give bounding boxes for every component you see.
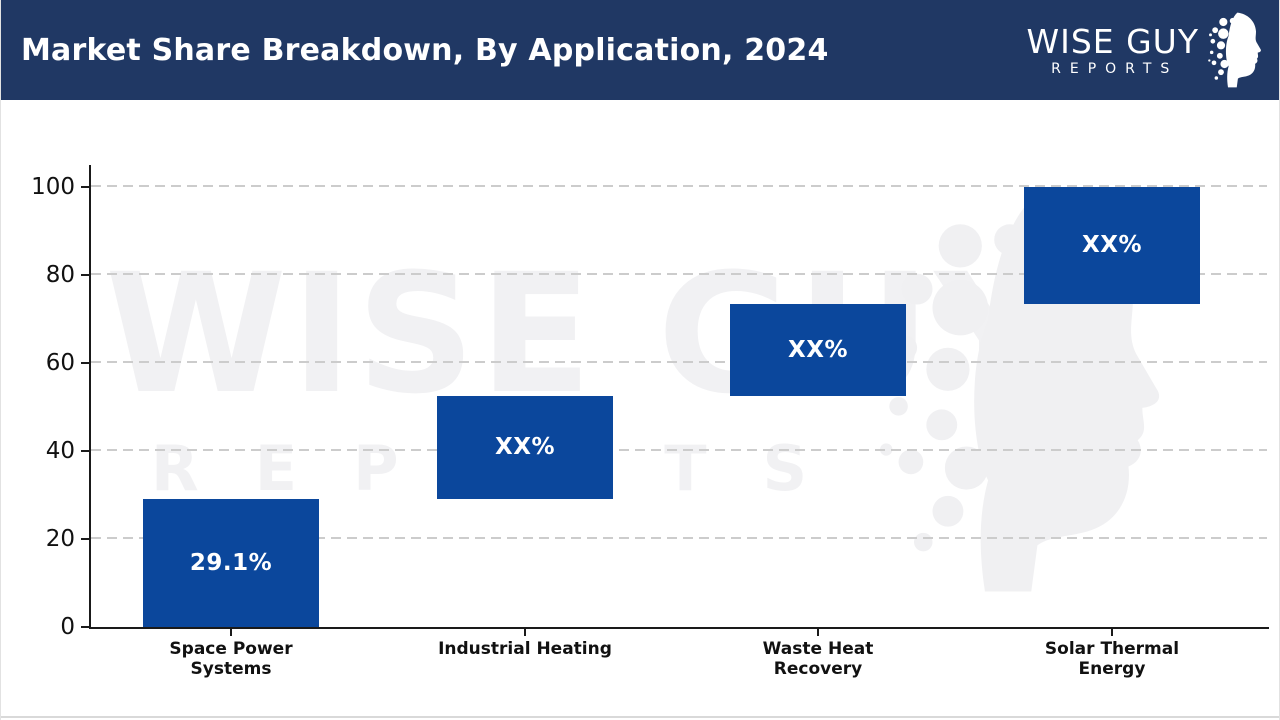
y-tick-label: 0 — [60, 614, 75, 640]
y-tick-mark — [81, 538, 89, 540]
y-tick-mark — [81, 186, 89, 188]
brand-name: WISE GUY — [1026, 21, 1199, 61]
gridline — [91, 361, 1267, 363]
y-tick-mark — [81, 362, 89, 364]
bar-value-label: 29.1% — [189, 549, 273, 576]
chart-header: Market Share Breakdown, By Application, … — [1, 0, 1279, 100]
category-label: Solar Thermal Energy — [1044, 639, 1180, 679]
y-tick-mark — [81, 450, 89, 452]
chart-title: Market Share Breakdown, By Application, … — [21, 32, 829, 68]
y-tick-label: 80 — [45, 262, 75, 288]
y-tick-label: 100 — [31, 174, 75, 200]
category-label: Industrial Heating — [438, 639, 612, 659]
category-label: Waste Heat Recovery — [762, 639, 874, 679]
x-axis-line — [89, 627, 1269, 629]
y-axis-line — [89, 165, 91, 629]
bar-value-label: XX% — [1081, 232, 1142, 259]
category-label: Space Power Systems — [169, 639, 293, 679]
y-tick-mark — [81, 626, 89, 628]
gridline — [91, 185, 1267, 187]
brand-wordmark: WISE GUY REPORTS — [1026, 25, 1199, 76]
waterfall-bar: XX% — [730, 303, 906, 396]
brand-head-icon — [1208, 12, 1261, 88]
brand-subtitle: REPORTS — [1051, 60, 1179, 77]
y-tick-label: 20 — [45, 526, 75, 552]
y-tick-label: 40 — [45, 438, 75, 464]
waterfall-bar: XX% — [1024, 187, 1200, 304]
x-tick-mark — [524, 629, 526, 636]
bar-value-label: XX% — [787, 336, 848, 363]
gridline — [91, 537, 1267, 539]
x-tick-mark — [230, 629, 232, 636]
y-tick-mark — [81, 274, 89, 276]
x-tick-mark — [817, 629, 819, 636]
gridline — [91, 273, 1267, 275]
waterfall-bar: XX% — [437, 396, 613, 499]
x-tick-mark — [1111, 629, 1113, 636]
waterfall-bar: 29.1% — [143, 498, 319, 627]
gridline — [91, 449, 1267, 451]
brand-logo: WISE GUY REPORTS — [1026, 9, 1263, 91]
figure-bottom-border — [1, 716, 1279, 718]
y-tick-label: 60 — [45, 350, 75, 376]
bar-value-label: XX% — [494, 434, 555, 461]
